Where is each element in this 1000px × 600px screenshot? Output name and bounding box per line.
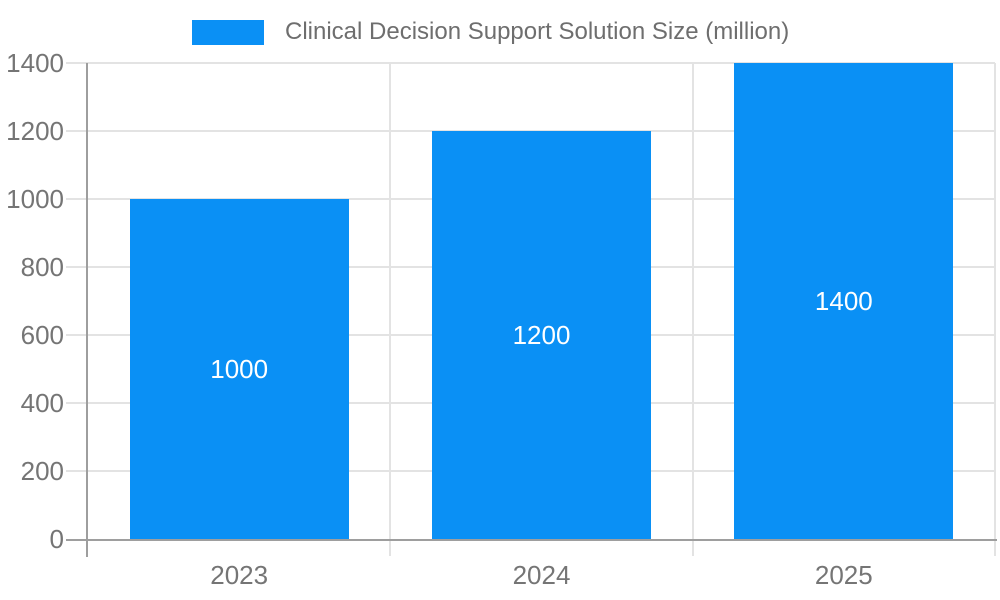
y-tick-label: 1400 bbox=[6, 48, 64, 78]
y-axis-line bbox=[86, 63, 88, 557]
bar bbox=[734, 63, 954, 539]
bar bbox=[432, 131, 651, 539]
y-tick-label: 800 bbox=[20, 252, 64, 282]
y-tick-label: 600 bbox=[20, 320, 64, 350]
bar-value-label: 1200 bbox=[512, 320, 571, 350]
y-tick-label: 1200 bbox=[6, 116, 64, 146]
x-category-label: 2024 bbox=[512, 560, 571, 590]
x-axis-line bbox=[66, 539, 997, 541]
bar-value-label: 1400 bbox=[814, 286, 873, 316]
x-category-label: 2025 bbox=[814, 560, 873, 590]
x-gridline bbox=[691, 63, 694, 556]
legend-swatch bbox=[192, 19, 264, 45]
x-category-label: 2023 bbox=[210, 560, 269, 590]
y-tick-label: 400 bbox=[20, 388, 64, 418]
bar-value-label: 1000 bbox=[210, 354, 269, 384]
y-tick-label: 200 bbox=[20, 456, 64, 486]
bar bbox=[129, 199, 349, 539]
legend-label: Clinical Decision Support Solution Size … bbox=[285, 18, 790, 45]
y-tick-label: 0 bbox=[49, 524, 64, 554]
x-gridline bbox=[994, 63, 996, 556]
y-tick-label: 1000 bbox=[6, 184, 64, 214]
legend: Clinical Decision Support Solution Size … bbox=[192, 17, 789, 47]
y-gridline bbox=[66, 62, 995, 64]
x-gridline bbox=[389, 63, 392, 556]
